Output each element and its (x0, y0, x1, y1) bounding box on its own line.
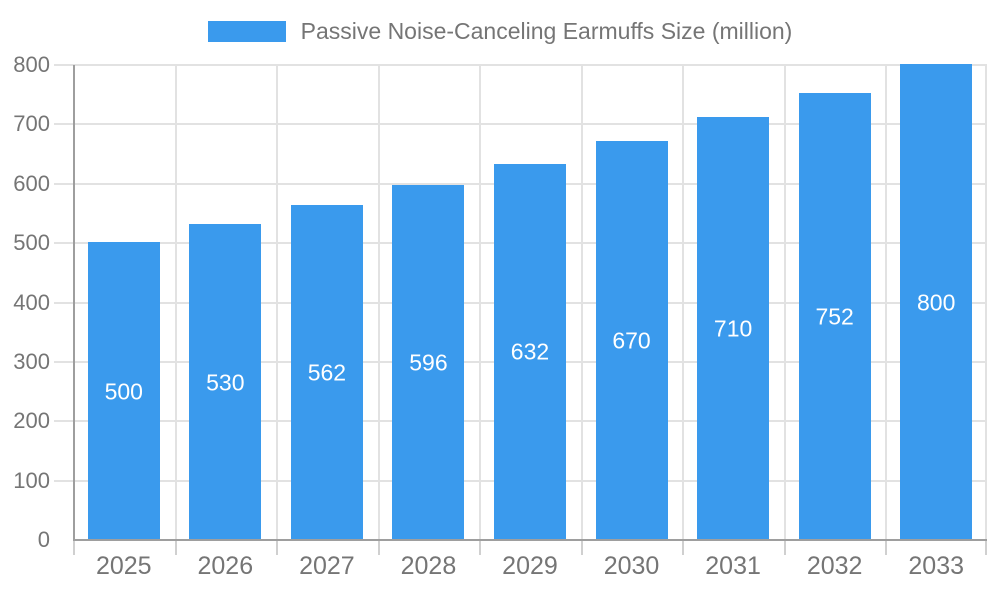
bar-value-label: 500 (104, 378, 143, 405)
bar-value-label: 530 (206, 369, 245, 396)
bar-value-label: 632 (510, 338, 550, 365)
y-axis-label: 600 (13, 170, 50, 196)
y-axis-line (73, 65, 75, 540)
bar-value-label: 562 (307, 359, 347, 386)
x-axis-label: 2026 (197, 552, 254, 580)
x-tick (885, 540, 888, 555)
x-tick (580, 540, 583, 555)
x-axis-label: 2027 (299, 552, 355, 580)
gridline-h (54, 123, 987, 126)
gridline-v (479, 65, 482, 540)
y-axis-label: 400 (13, 289, 50, 315)
y-axis-label: 200 (13, 408, 50, 434)
gridline-v (985, 65, 987, 540)
gridline-v (174, 65, 177, 540)
x-tick (377, 540, 380, 555)
legend[interactable]: Passive Noise-Canceling Earmuffs Size (m… (0, 18, 1000, 45)
bar[interactable] (900, 64, 973, 539)
x-tick (783, 540, 786, 555)
gridline-v (885, 65, 888, 540)
gridline-h (54, 64, 987, 66)
x-axis-label: 2031 (705, 552, 761, 580)
x-tick (174, 540, 177, 555)
bar-value-label: 800 (917, 289, 956, 315)
x-axis-label: 2032 (806, 552, 863, 580)
gridline-v (682, 65, 685, 540)
x-axis-label: 2030 (603, 552, 660, 580)
bar[interactable] (290, 205, 363, 539)
bar[interactable] (798, 92, 871, 539)
gridline-v (580, 65, 583, 540)
y-axis-label: 500 (13, 230, 50, 256)
bar[interactable] (87, 242, 160, 539)
x-axis-line (73, 539, 987, 541)
y-axis-label: 0 (37, 527, 50, 552)
y-axis-label: 800 (13, 52, 50, 77)
bar[interactable] (189, 224, 262, 539)
y-axis-label: 100 (13, 467, 50, 493)
x-tick (985, 540, 987, 555)
x-tick (479, 540, 482, 555)
x-axis-label: 2028 (400, 552, 457, 580)
bar[interactable] (697, 117, 770, 539)
gridline-v (276, 65, 279, 540)
x-axis-label: 2029 (502, 552, 558, 580)
x-axis-label: 2033 (908, 552, 965, 580)
gridline-v (783, 65, 786, 540)
gridline-v (377, 65, 380, 540)
legend-swatch (207, 21, 286, 42)
x-tick (682, 540, 685, 555)
x-axis-label: 2025 (95, 552, 152, 580)
legend-label: Passive Noise-Canceling Earmuffs Size (m… (300, 18, 793, 44)
y-axis-label: 300 (13, 348, 50, 374)
bar-value-label: 752 (815, 303, 854, 330)
bar-value-label: 670 (612, 327, 651, 354)
plot-area: 0 100 200 300 400 500 600 700 800 500 2025 530 2026 5… (13, 52, 987, 580)
x-tick (276, 540, 279, 555)
bar[interactable] (595, 141, 668, 539)
x-tick (73, 540, 75, 555)
bar[interactable] (392, 185, 465, 539)
bar-value-label: 710 (713, 315, 753, 342)
bar-value-label: 596 (409, 349, 448, 376)
bar[interactable] (493, 163, 567, 539)
y-axis-label: 700 (13, 111, 50, 137)
